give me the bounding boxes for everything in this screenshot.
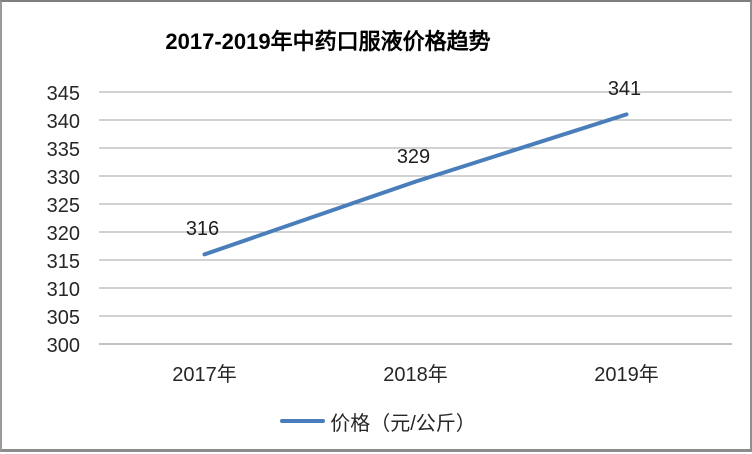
legend: 价格（元/公斤）	[2, 407, 752, 435]
y-tick-label: 330	[46, 167, 80, 189]
y-tick-label: 300	[46, 335, 80, 357]
y-tick-label: 340	[46, 111, 80, 133]
y-tick-label: 325	[46, 195, 80, 217]
y-tick-label: 320	[46, 223, 80, 245]
legend-line-swatch	[280, 419, 326, 423]
y-tick-label: 345	[46, 83, 80, 105]
x-tick-label: 2018年	[383, 364, 448, 386]
legend-label: 价格（元/公斤）	[330, 412, 476, 435]
x-tick-label: 2019年	[594, 364, 659, 386]
data-label: 316	[185, 218, 220, 241]
x-tick-label: 2017年	[172, 364, 237, 386]
y-tick-label: 310	[46, 279, 80, 301]
data-label: 341	[607, 78, 642, 101]
y-tick-label: 305	[46, 307, 80, 329]
chart-title: 2017-2019年中药口服液价格趋势	[165, 29, 491, 54]
price-trend-line	[202, 112, 629, 257]
y-tick-label: 335	[46, 139, 80, 161]
data-label: 329	[396, 145, 431, 168]
y-tick-label: 315	[46, 251, 80, 273]
